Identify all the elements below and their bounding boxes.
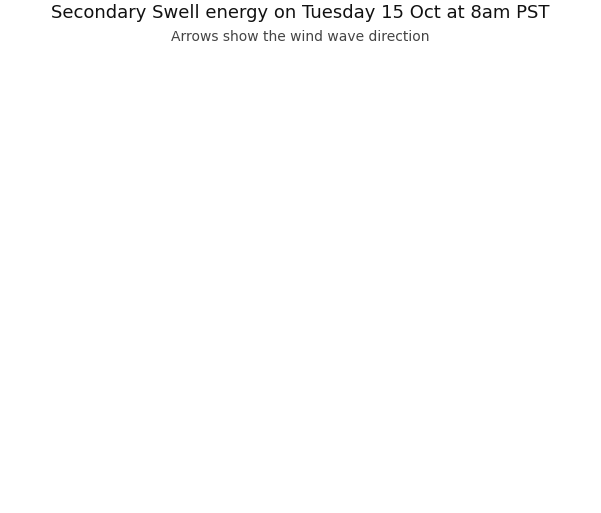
Text: Secondary Swell energy on Tuesday 15 Oct at 8am PST: Secondary Swell energy on Tuesday 15 Oct… [51,5,550,23]
Text: Error: No module named 'geopandas': Error: No module named 'geopandas' [197,274,404,284]
Text: Arrows show the wind wave direction: Arrows show the wind wave direction [171,30,430,44]
